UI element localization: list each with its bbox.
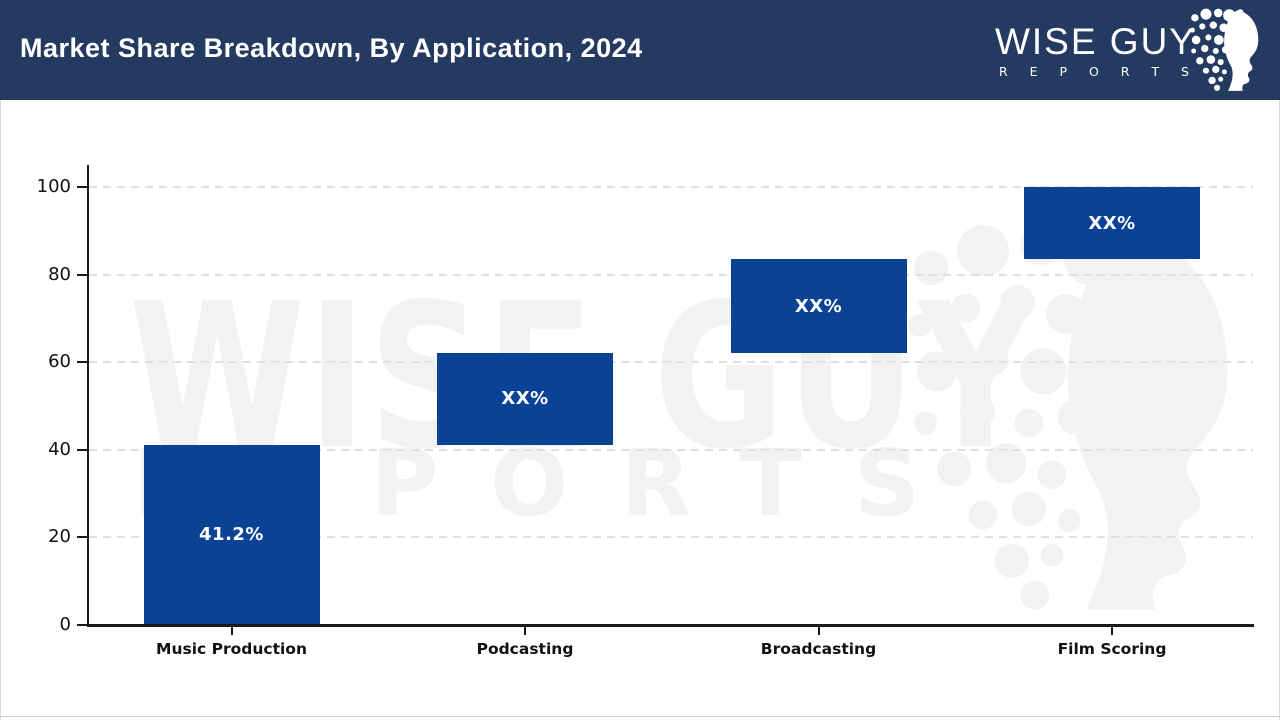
y-tick-label: 100 (36, 176, 71, 197)
bar-value-label: XX% (501, 388, 549, 410)
brand-logo-text: WISE GUY R E P O R T S (993, 21, 1198, 79)
x-tick-mark (230, 627, 233, 635)
x-tick-label: Music Production (156, 640, 307, 658)
x-tick-label: Film Scoring (1057, 640, 1167, 658)
gridline (89, 448, 1253, 451)
watermark-head-icon (908, 224, 1228, 610)
gridline (89, 273, 1253, 276)
y-tick-mark (77, 624, 87, 626)
x-axis-spine (87, 624, 1254, 627)
brand-head-icon (1189, 8, 1259, 91)
header: Market Share Breakdown, By Application, … (0, 0, 1280, 100)
x-tick-mark (1111, 627, 1113, 635)
brand-logo: WISE GUY R E P O R T S (993, 8, 1266, 94)
page-title: Market Share Breakdown, By Application, … (20, 33, 643, 63)
bar-value-label: XX% (794, 295, 843, 317)
y-tick-label: 20 (48, 526, 71, 548)
y-tick-mark (77, 536, 87, 539)
x-tick-mark (817, 627, 820, 635)
y-tick-mark (77, 448, 87, 451)
y-axis-spine (87, 165, 89, 625)
bar-film-scoring: XX% (1024, 187, 1200, 260)
gridline (89, 361, 1253, 364)
x-tick-label: Broadcasting (760, 640, 877, 658)
chart-area: WISE GUY REPORTS 0 20 40 60 80 100 41.2% XX% XX… (0, 100, 1280, 720)
y-tick-mark (77, 186, 87, 188)
x-tick-mark (524, 627, 526, 635)
brand-subtitle: R E P O R T S (998, 63, 1198, 79)
y-tick-label: 40 (48, 438, 71, 460)
gridline (89, 536, 1253, 539)
y-tick-label: 0 (59, 614, 71, 635)
gridline (89, 186, 1253, 188)
bar-podcasting: XX% (437, 353, 613, 445)
y-tick-mark (77, 273, 87, 276)
brand-name: WISE GUY (994, 21, 1196, 63)
bar-value-label: 41.2% (199, 524, 264, 546)
y-tick-mark (77, 361, 87, 364)
y-tick-label: 80 (48, 263, 71, 285)
x-tick-label: Podcasting (476, 640, 574, 658)
bar-music-production: 41.2% (143, 444, 320, 625)
y-tick-label: 60 (48, 351, 71, 373)
bar-value-label: XX% (1088, 212, 1136, 234)
bottom-border (0, 716, 1280, 717)
bar-broadcasting: XX% (730, 259, 907, 354)
